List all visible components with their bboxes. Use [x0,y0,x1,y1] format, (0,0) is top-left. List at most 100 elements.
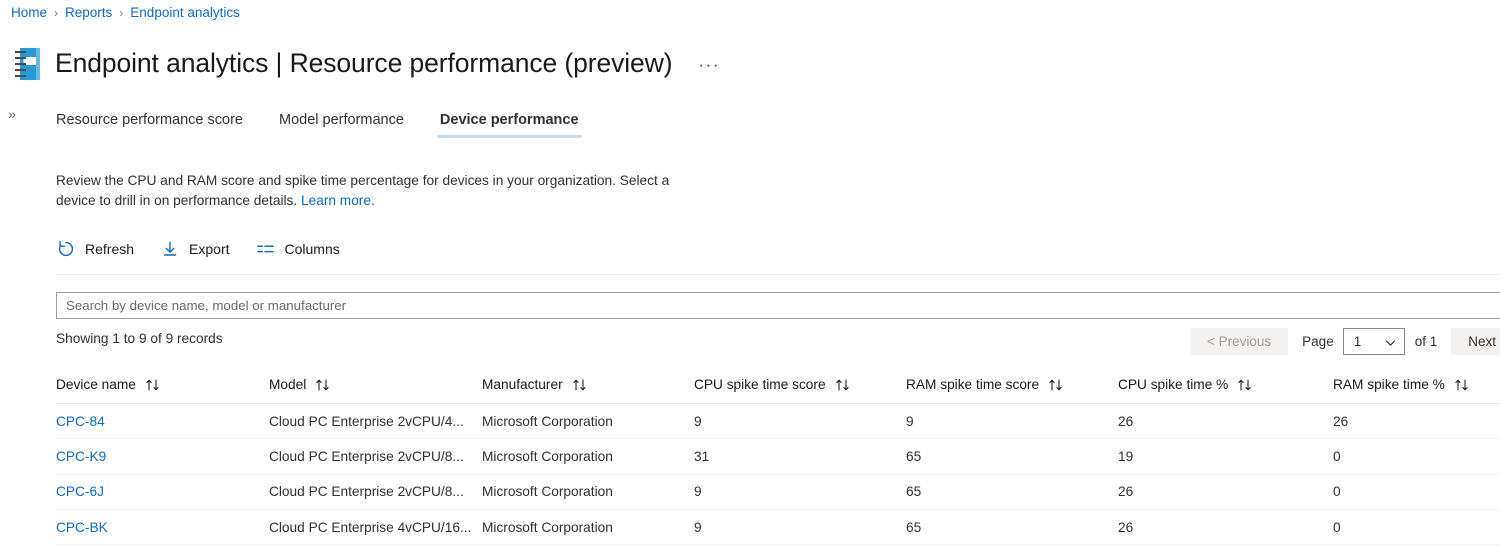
cell-ram-spike-time-pct: 0 [1333,484,1341,500]
column-header-cpu-spike-time-pct[interactable]: CPU spike time % [1118,377,1333,392]
toolbar-divider [56,274,1500,275]
table-header-row: Device name Model [56,366,1500,404]
table-row[interactable]: CPC-K9 Cloud PC Enterprise 2vCPU/8... Mi… [56,439,1500,475]
cell-cpu-spike-time-pct: 26 [1118,413,1134,429]
device-performance-table: Device name Model [56,366,1500,546]
sort-updown-icon [835,378,851,392]
columns-button[interactable]: Columns [256,239,340,259]
command-bar: Refresh Export [56,234,366,264]
sort-updown-icon [315,378,331,392]
previous-page-button[interactable]: < Previous [1190,328,1289,355]
table-body: CPC-84 Cloud PC Enterprise 2vCPU/4... Mi… [56,404,1500,546]
cell-model: Cloud PC Enterprise 4vCPU/16... [269,519,472,535]
cell-ram-spike-time-pct: 0 [1333,519,1341,535]
column-label: RAM spike time % [1333,377,1445,392]
cell-manufacturer: Microsoft Corporation [482,448,613,464]
table-row[interactable]: CPC-6J Cloud PC Enterprise 2vCPU/8... Mi… [56,475,1500,510]
breadcrumb-separator-icon: › [54,6,59,20]
search-field-wrapper [56,292,1500,319]
cell-device-name: CPC-K9 [56,449,269,464]
breadcrumb-item-home[interactable]: Home [11,5,48,20]
columns-icon [256,239,276,259]
export-download-icon [160,239,180,259]
cell-model: Cloud PC Enterprise 2vCPU/8... [269,484,464,500]
columns-label: Columns [284,241,340,257]
cell-manufacturer: Microsoft Corporation [482,519,613,535]
table-row[interactable]: CPC-BK Cloud PC Enterprise 4vCPU/16... M… [56,510,1500,546]
refresh-button[interactable]: Refresh [56,239,134,259]
search-input[interactable] [56,292,1500,319]
column-header-device-name[interactable]: Device name [56,377,269,392]
page-header: Endpoint analytics | Resource performanc… [11,30,720,97]
chevron-down-icon [1385,336,1396,347]
export-label: Export [189,241,230,257]
cell-model: Cloud PC Enterprise 2vCPU/4... [269,413,464,429]
column-header-ram-spike-time-pct[interactable]: RAM spike time % [1333,377,1500,392]
cell-ram-spike-time-score: 65 [906,484,922,500]
column-header-manufacturer[interactable]: Manufacturer [482,377,694,392]
cell-cpu-spike-time-score: 31 [694,448,710,464]
page-number-value: 1 [1353,334,1362,349]
column-label: CPU spike time score [694,377,826,392]
refresh-label: Refresh [85,241,135,257]
tab-device-performance[interactable]: Device performance [436,112,582,140]
page-total-label: of 1 [1414,334,1438,349]
column-label: Device name [56,377,136,392]
device-link[interactable]: CPC-6J [56,484,104,500]
device-link[interactable]: CPC-BK [56,519,108,535]
pagination: < Previous Page 1 of 1 Next [1190,328,1500,355]
cell-ram-spike-time-pct: 0 [1333,448,1341,464]
tab-model-performance[interactable]: Model performance [278,112,404,128]
column-header-model[interactable]: Model [269,377,482,392]
cell-cpu-spike-time-pct: 26 [1118,519,1134,535]
cell-ram-spike-time-pct: 26 [1333,413,1349,429]
refresh-icon [56,239,76,259]
column-header-ram-spike-time-score[interactable]: RAM spike time score [906,377,1118,392]
records-count-label: Showing 1 to 9 of 9 records [56,331,223,346]
cell-device-name: CPC-84 [56,414,269,429]
learn-more-link[interactable]: Learn more. [300,193,375,209]
export-button[interactable]: Export [160,239,230,259]
tab-resource-performance-score[interactable]: Resource performance score [56,112,243,128]
expand-sidebar-chevron-icon[interactable]: » [8,106,16,122]
page-number-select[interactable]: 1 [1342,328,1405,355]
description-text: Review the CPU and RAM score and spike t… [56,172,670,209]
table-row[interactable]: CPC-84 Cloud PC Enterprise 2vCPU/4... Mi… [56,404,1500,440]
cell-cpu-spike-time-score: 9 [694,484,702,500]
column-label: RAM spike time score [906,377,1040,392]
cell-ram-spike-time-score: 65 [906,519,922,535]
device-link[interactable]: CPC-K9 [56,448,107,464]
cell-cpu-spike-time-score: 9 [694,519,702,535]
breadcrumb-separator-icon: › [119,6,124,20]
cell-cpu-spike-time-pct: 19 [1118,448,1134,464]
cell-model: Cloud PC Enterprise 2vCPU/8... [269,448,464,464]
cell-device-name: CPC-6J [56,484,269,499]
cell-ram-spike-time-score: 9 [906,413,914,429]
column-label: CPU spike time % [1118,377,1229,392]
cell-cpu-spike-time-score: 9 [694,413,702,429]
breadcrumb: Home › Reports › Endpoint analytics [11,4,240,22]
column-label: Model [269,377,307,392]
more-actions-icon[interactable]: ··· [698,55,720,75]
breadcrumb-item-reports[interactable]: Reports [65,5,113,20]
tab-list: Resource performance score Model perform… [56,112,582,140]
cell-manufacturer: Microsoft Corporation [482,413,613,429]
sort-updown-icon [1237,378,1253,392]
page-description: Review the CPU and RAM score and spike t… [56,171,696,212]
breadcrumb-item-endpoint-analytics[interactable]: Endpoint analytics [130,5,240,20]
cell-device-name: CPC-BK [56,520,269,535]
page-label: Page [1302,334,1334,349]
sort-updown-icon [1454,378,1470,392]
sort-updown-icon [145,378,161,392]
report-notebook-icon [11,44,45,84]
cell-cpu-spike-time-pct: 26 [1118,484,1134,500]
page-title: Endpoint analytics | Resource performanc… [55,47,673,78]
column-label: Manufacturer [482,377,563,392]
cell-manufacturer: Microsoft Corporation [482,484,613,500]
sort-updown-icon [572,378,588,392]
next-page-button[interactable]: Next [1451,328,1500,355]
device-link[interactable]: CPC-84 [56,413,105,429]
sort-updown-icon [1048,378,1064,392]
column-header-cpu-spike-time-score[interactable]: CPU spike time score [694,377,906,392]
